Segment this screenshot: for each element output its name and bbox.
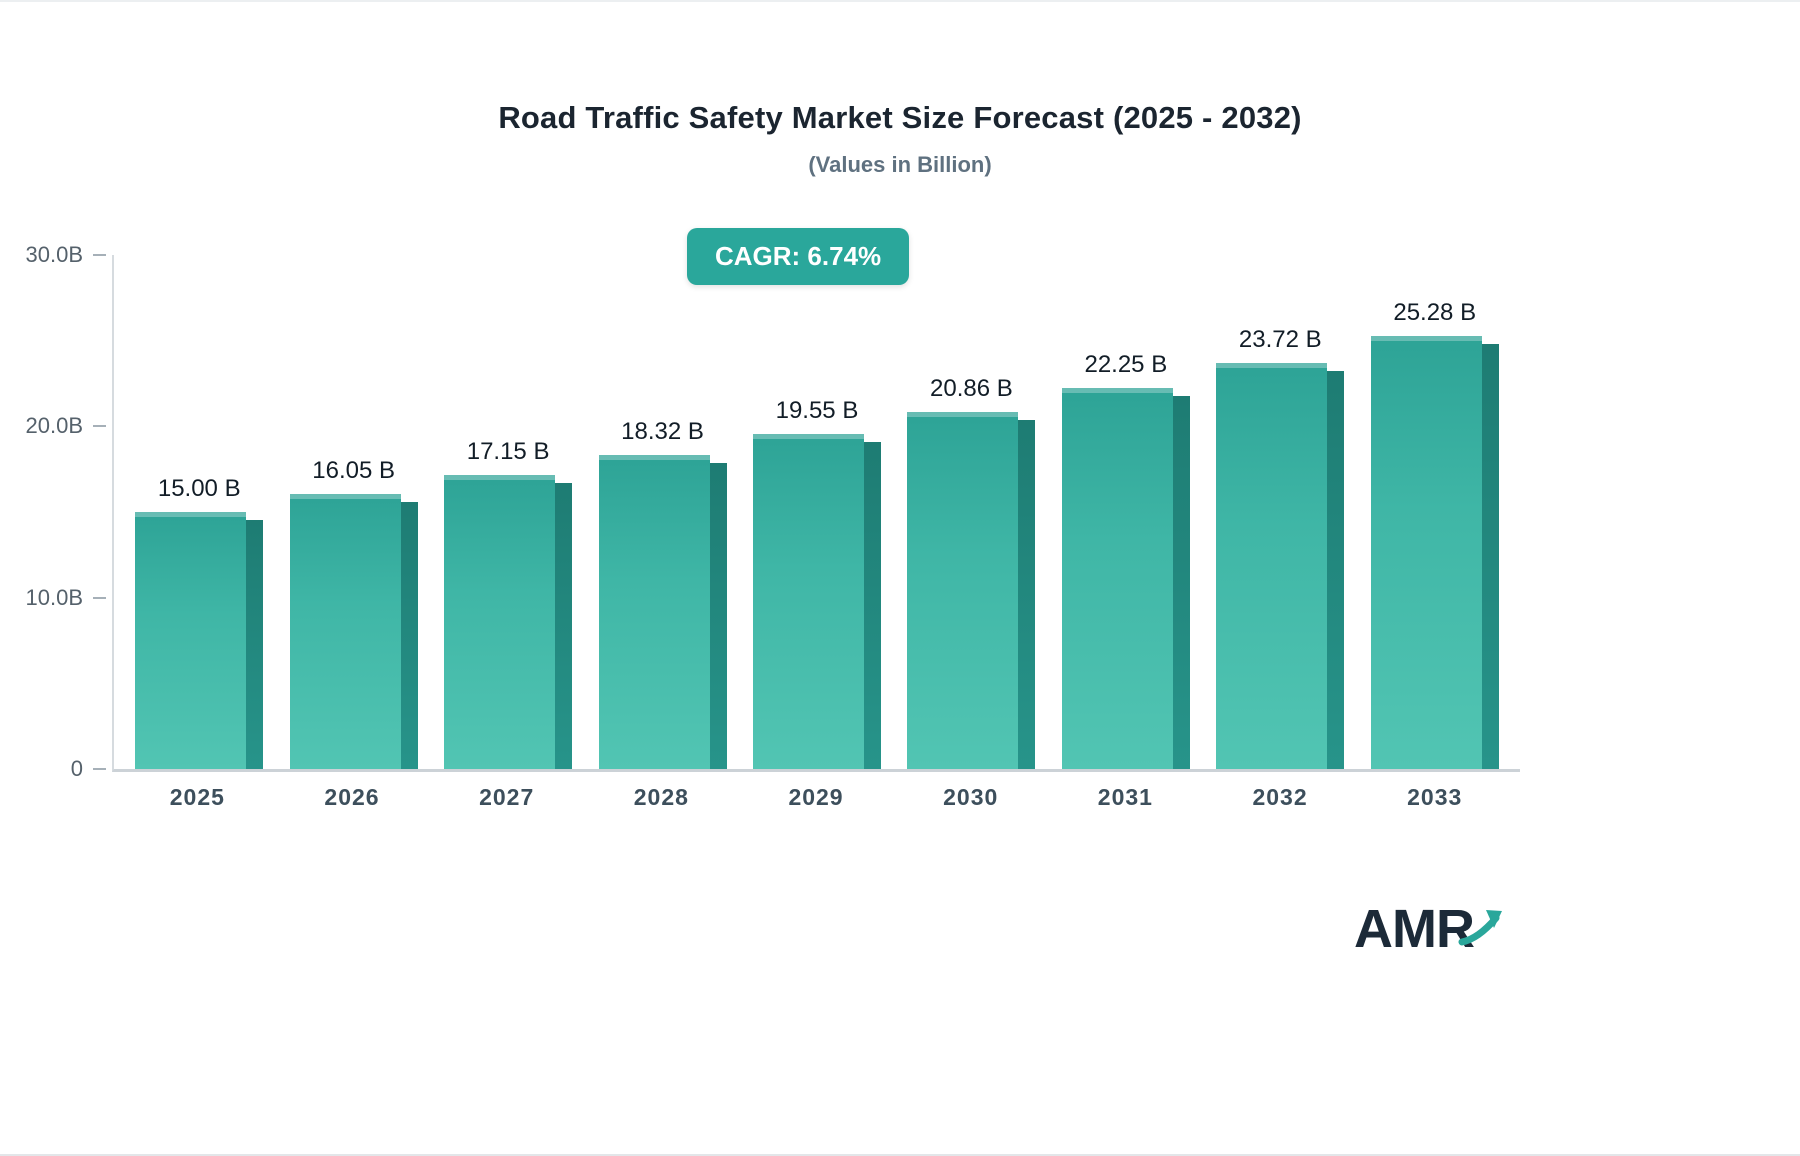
bar-value-label: 25.28 B <box>1393 298 1477 326</box>
x-axis-labels: 2025 2026 2027 2028 2029 2030 2031 2032 2033 <box>112 784 1520 811</box>
bar-group: 23.72 B <box>1203 255 1357 769</box>
bar-value-label: 15.00 B <box>157 475 241 502</box>
bar-value-label: 16.05 B <box>312 457 396 485</box>
y-tick-mark <box>93 596 106 599</box>
bar-group: 19.55 B <box>740 255 894 769</box>
y-tick: 20.0B <box>26 413 115 439</box>
x-axis-label: 2030 <box>943 784 999 810</box>
bar-face <box>135 512 247 769</box>
y-tick-label: 30.0B <box>25 242 84 267</box>
x-axis-label: 2029 <box>788 784 844 810</box>
plot-area: 15.00 B 16.05 B 17.15 B 18.32 B 19.55 B 20.86… <box>26 242 1520 781</box>
bar <box>444 475 573 769</box>
bar-face <box>752 434 864 769</box>
bar-value-label: 23.72 B <box>1238 325 1322 353</box>
cagr-badge: CAGR: 6.74% <box>687 228 910 285</box>
bar-face <box>598 455 710 769</box>
amr-logo-text: AMR <box>1354 899 1475 959</box>
bar <box>907 411 1036 769</box>
bar-value-label: 17.15 B <box>466 438 550 466</box>
bar-face <box>1370 335 1482 769</box>
bar-value-label: 18.32 B <box>621 418 704 446</box>
bar <box>289 494 418 769</box>
bar <box>598 455 727 769</box>
bar-side-shade <box>1327 370 1345 769</box>
bar <box>135 512 264 769</box>
x-axis-label: 2026 <box>324 784 380 810</box>
bar-side-shade <box>555 483 573 769</box>
y-tick-label: 20.0B <box>25 413 84 439</box>
bar <box>1370 335 1499 769</box>
y-tick: 10.0B <box>26 585 115 611</box>
bar-side-shade <box>400 502 418 769</box>
bar-group: 25.28 B <box>1358 255 1512 769</box>
bar-side-shade <box>863 442 881 769</box>
bar-side-shade <box>709 463 727 769</box>
y-tick-mark <box>93 425 106 428</box>
x-axis-label: 2027 <box>479 784 535 810</box>
bar-face <box>1216 362 1328 769</box>
bar-group: 20.86 B <box>894 255 1048 769</box>
x-axis-label: 2031 <box>1097 784 1153 810</box>
bar-side-shade <box>1481 343 1499 769</box>
bar <box>1216 362 1345 769</box>
x-axis-label: 2028 <box>633 784 689 810</box>
y-tick-mark <box>93 254 106 256</box>
bar-group: 16.05 B <box>276 255 430 769</box>
bar-side-shade <box>1018 419 1036 769</box>
chart-subtitle: (Values in Billion) <box>808 152 992 177</box>
bar <box>1061 387 1190 769</box>
bar-value-label: 19.55 B <box>775 397 859 425</box>
bar-side-shade <box>1172 395 1190 769</box>
chart-title: Road Traffic Safety Market Size Forecast… <box>498 100 1302 135</box>
x-axis-label: 2032 <box>1252 784 1308 810</box>
bar-value-label: 22.25 B <box>1084 350 1168 378</box>
bar-face <box>907 411 1019 769</box>
y-tick: 0 <box>71 756 114 782</box>
y-tick-label: 10.0B <box>25 584 84 610</box>
amr-logo-arrow-icon <box>1458 910 1502 946</box>
bars-container: 15.00 B 16.05 B 17.15 B 18.32 B 19.55 B 20.86… <box>114 255 1520 769</box>
y-tick-label: 0 <box>70 756 83 781</box>
bar-value-label: 20.86 B <box>930 374 1013 402</box>
bar-group: 22.25 B <box>1049 255 1203 769</box>
bar-face <box>289 494 401 769</box>
bar-group: 17.15 B <box>431 255 585 769</box>
bar-group: 18.32 B <box>585 255 739 769</box>
bar-face <box>444 475 556 769</box>
x-axis-label: 2025 <box>169 784 225 810</box>
x-axis-label: 2033 <box>1407 784 1463 810</box>
y-tick-mark <box>93 768 106 770</box>
bar-face <box>1061 387 1173 769</box>
bar-side-shade <box>246 520 264 769</box>
bar-group: 15.00 B <box>122 255 276 769</box>
y-tick: 30.0B <box>26 242 115 268</box>
bar <box>752 434 881 769</box>
amr-logo: AMR <box>1354 898 1510 960</box>
